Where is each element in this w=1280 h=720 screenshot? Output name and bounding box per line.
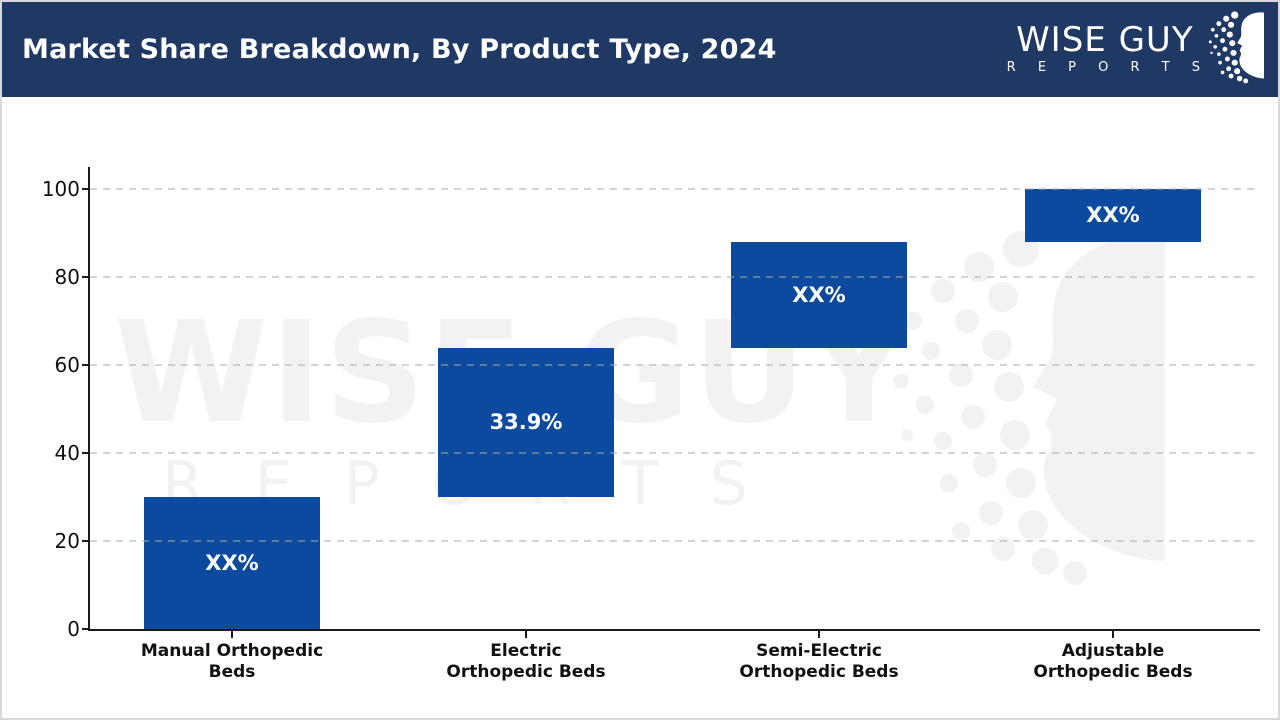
y-tick-label-40: 40 [54, 441, 80, 465]
y-tick-40 [82, 452, 90, 454]
bar-value-label: XX% [1086, 203, 1140, 228]
y-gridline-60 [90, 364, 1260, 366]
y-tick-label-80: 80 [54, 265, 80, 289]
x-category-label-line: Orthopedic Beds [446, 662, 606, 682]
y-tick-100 [82, 188, 90, 190]
wiseguy-logo: WISE GUY R E P O R T S [1001, 10, 1264, 86]
y-axis-line [88, 167, 90, 631]
x-category-label-line: Adjustable [1061, 641, 1165, 661]
logo-text: WISE GUY R E P O R T S [1001, 22, 1209, 75]
x-category-label-line: Orthopedic Beds [1033, 662, 1193, 682]
y-gridline-100 [90, 188, 1260, 190]
y-tick-0 [82, 628, 90, 630]
x-category-label-line: Manual Orthopedic [140, 641, 324, 661]
y-gridline-20 [90, 540, 1260, 542]
x-category-label-line: Beds [208, 662, 256, 682]
bar-value-label: XX% [792, 282, 846, 307]
plot-area: WISE GUY R E P O R T S XX%33.9%XX%XX%020… [2, 97, 1278, 718]
x-category-label-line: Orthopedic Beds [739, 662, 899, 682]
x-tick-0 [231, 631, 233, 638]
x-axis-line [88, 629, 1260, 631]
y-tick-label-0: 0 [67, 617, 80, 641]
x-tick-3 [1112, 631, 1114, 638]
header-bar: Market Share Breakdown, By Product Type,… [2, 2, 1278, 97]
x-tick-2 [818, 631, 820, 638]
x-category-label-2: Semi-Electric Orthopedic Beds [679, 641, 959, 683]
bar-semi-electric-orthopedic-beds: XX% [731, 241, 907, 348]
bar-adjustable-orthopedic-beds: XX% [1025, 189, 1201, 242]
x-category-label-3: Adjustable Orthopedic Beds [973, 641, 1253, 683]
y-gridline-80 [90, 276, 1260, 278]
logo-brand-line2: R E P O R T S [1006, 59, 1209, 75]
x-category-label-line: Semi-Electric [756, 641, 882, 661]
y-tick-80 [82, 276, 90, 278]
x-tick-1 [525, 631, 527, 638]
logo-face-icon [1203, 10, 1264, 86]
y-gridline-40 [90, 452, 1260, 454]
y-tick-label-100: 100 [41, 177, 80, 201]
y-tick-label-60: 60 [54, 353, 80, 377]
y-tick-label-20: 20 [54, 529, 80, 553]
y-tick-20 [82, 540, 90, 542]
bar-electric-orthopedic-beds: 33.9% [438, 347, 614, 497]
bar-value-label: XX% [205, 551, 259, 575]
x-category-label-line: Electric [490, 641, 562, 661]
logo-brand-line1: WISE GUY [1016, 19, 1194, 60]
x-category-label-1: Electric Orthopedic Beds [386, 641, 666, 683]
chart-title: Market Share Breakdown, By Product Type,… [22, 34, 777, 65]
bar-manual-orthopedic-beds: XX% [144, 497, 320, 629]
x-category-label-0: Manual Orthopedic Beds [92, 641, 372, 683]
y-tick-60 [82, 364, 90, 366]
bar-value-label: 33.9% [489, 410, 563, 435]
